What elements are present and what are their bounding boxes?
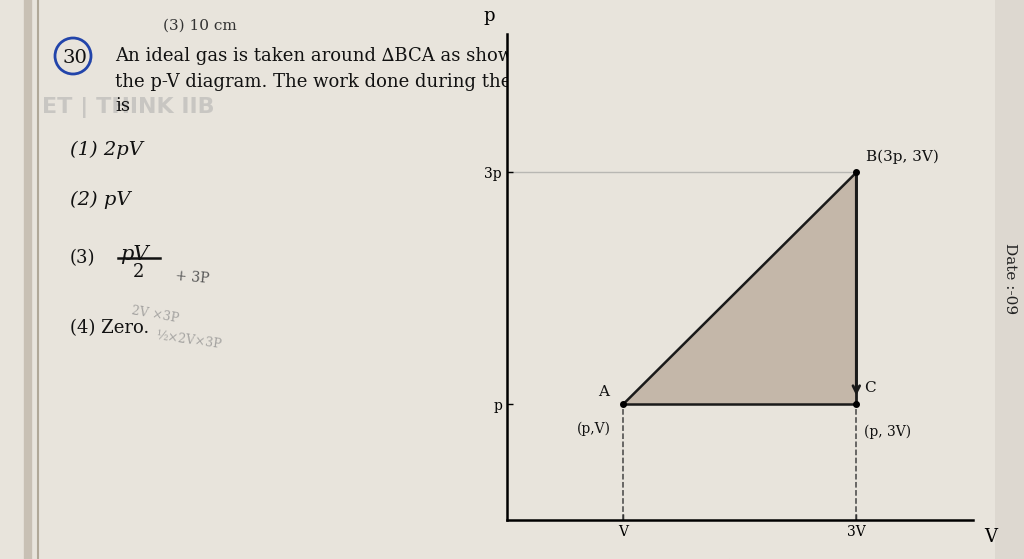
Text: (1) 2pV: (1) 2pV — [70, 141, 143, 159]
Text: V: V — [984, 528, 996, 546]
Text: C: C — [864, 381, 877, 396]
Text: pV: pV — [120, 245, 148, 264]
Text: An ideal gas is taken around ∆BCA as shown in: An ideal gas is taken around ∆BCA as sho… — [115, 47, 548, 65]
Text: (3): (3) — [70, 249, 95, 267]
Text: (4) Zero.: (4) Zero. — [70, 319, 150, 337]
Text: 30.: 30. — [62, 49, 93, 67]
Text: (3) 10 cm: (3) 10 cm — [163, 19, 237, 33]
Text: ·2V  Ø: ·2V Ø — [720, 554, 760, 559]
Text: Date :-09: Date :-09 — [1002, 243, 1017, 315]
Bar — [995, 0, 1024, 559]
Text: ½×2V×3P: ½×2V×3P — [155, 329, 222, 351]
Text: (p, 3V): (p, 3V) — [864, 425, 911, 439]
Text: ET | THINK IIB: ET | THINK IIB — [42, 97, 215, 118]
Text: + 3P: + 3P — [175, 269, 210, 286]
Text: p: p — [483, 7, 496, 25]
Text: 2V ×3P: 2V ×3P — [130, 304, 179, 325]
Text: is: is — [115, 97, 130, 115]
Text: A: A — [598, 385, 608, 399]
Polygon shape — [624, 173, 856, 404]
Text: 2: 2 — [133, 263, 144, 281]
Text: (p,V): (p,V) — [577, 421, 610, 436]
Text: (2) pV: (2) pV — [70, 191, 130, 209]
Text: B(3p, 3V): B(3p, 3V) — [865, 149, 939, 164]
Text: the p-V diagram. The work done during the cycle: the p-V diagram. The work done during th… — [115, 73, 564, 91]
